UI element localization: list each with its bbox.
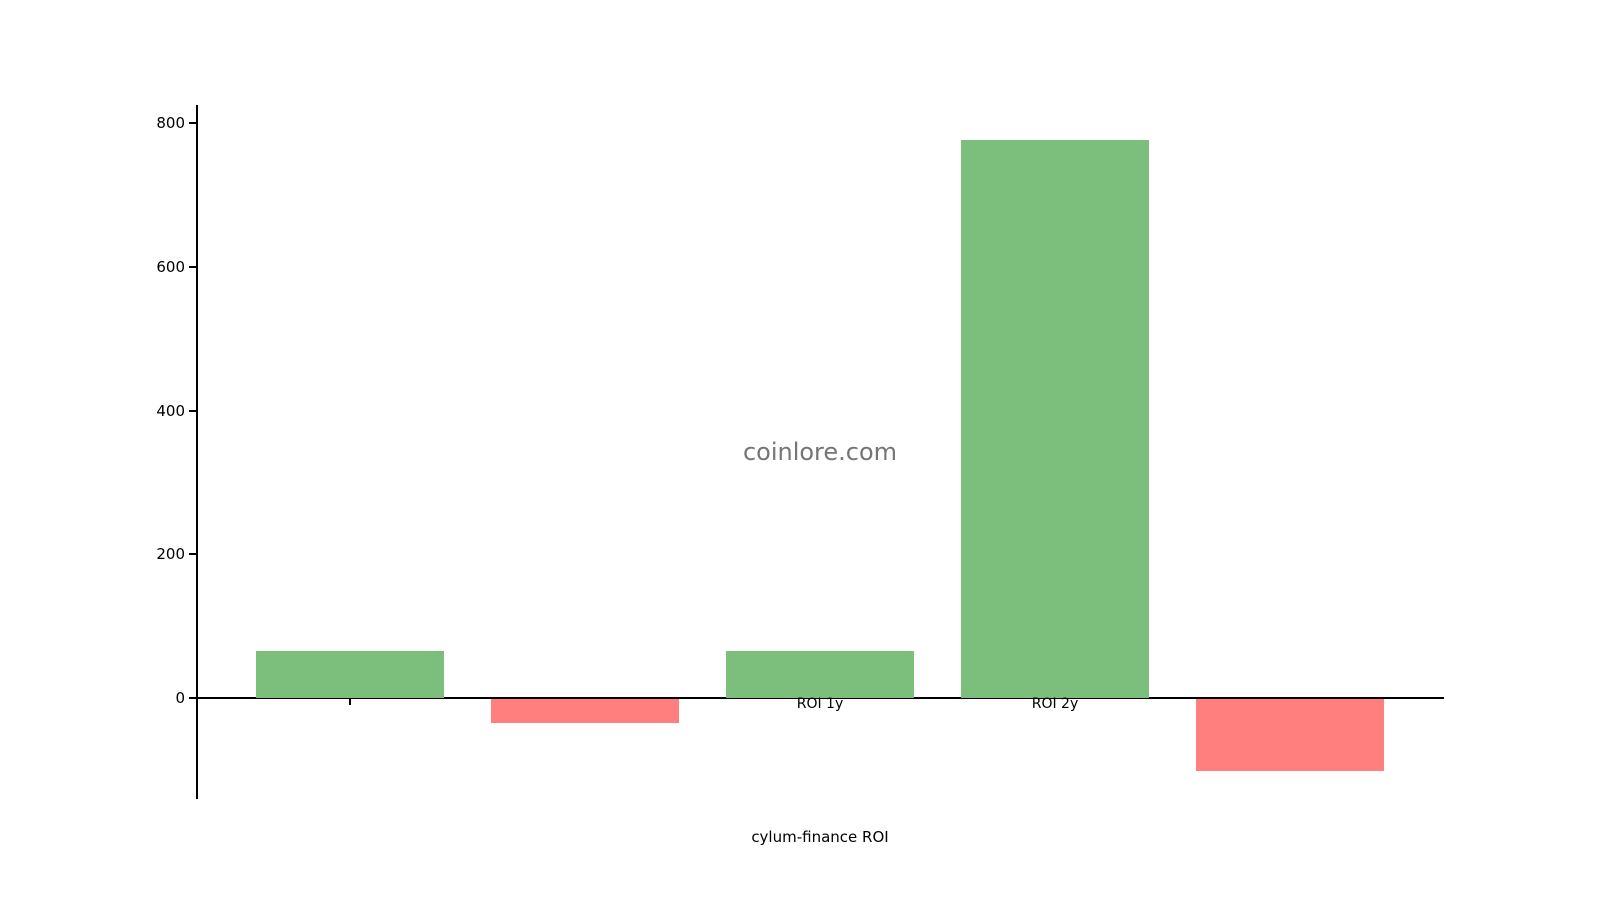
y-tick-label: 0 bbox=[175, 689, 185, 707]
y-tick-label: 600 bbox=[156, 257, 185, 276]
chart-title: cylum-finance ROI bbox=[751, 828, 889, 846]
y-tick-label: 800 bbox=[156, 114, 185, 132]
y-tick-label: 200 bbox=[156, 545, 185, 564]
bar-series-1 bbox=[491, 699, 679, 723]
y-tick-mark bbox=[189, 553, 197, 556]
x-tick-label: ROI 2y bbox=[1031, 696, 1079, 712]
bar-series-0 bbox=[256, 651, 444, 698]
x-tick-label: ROI 1y bbox=[796, 696, 844, 712]
x-tick-mark bbox=[349, 698, 351, 705]
bar-ROI 1y bbox=[726, 651, 914, 698]
y-tick-label: 400 bbox=[156, 401, 185, 420]
x-axis-spine bbox=[196, 697, 1444, 699]
bar-ROI 2y bbox=[961, 139, 1149, 698]
bar-series-4 bbox=[1196, 699, 1384, 771]
watermark: coinlore.com bbox=[742, 438, 898, 466]
y-axis-spine bbox=[196, 105, 198, 799]
y-tick-mark bbox=[189, 265, 197, 268]
y-tick-mark bbox=[189, 409, 197, 412]
y-tick-mark bbox=[189, 697, 197, 699]
y-tick-mark bbox=[189, 122, 197, 124]
